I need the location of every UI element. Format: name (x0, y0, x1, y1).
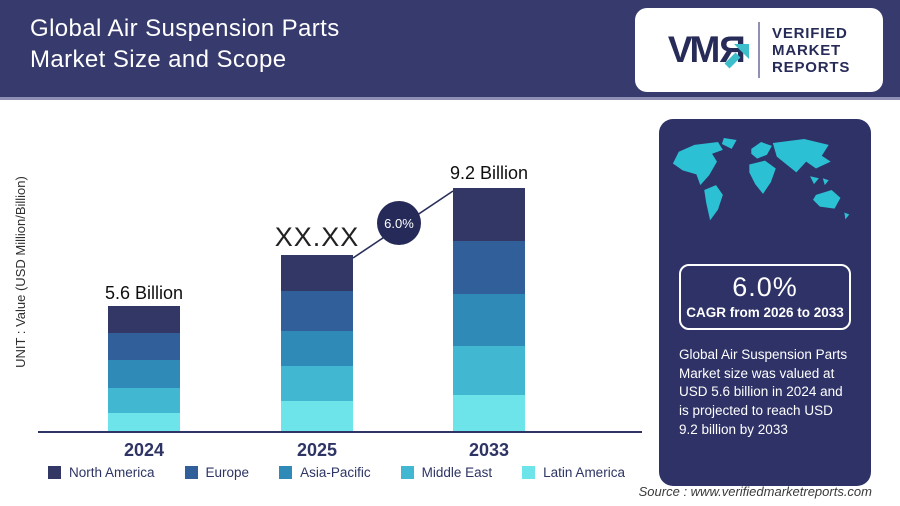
bar-segment-middle-east (281, 366, 353, 401)
x-tick-2033: 2033 (468, 440, 510, 460)
bar-segment-north-america (281, 255, 353, 291)
header-band: Global Air Suspension Parts Market Size … (0, 0, 900, 100)
vmr-logo-vm-letters: VM (667, 29, 720, 70)
title-line-2: Market Size and Scope (30, 46, 287, 73)
legend-item-latin-america: Latin America (522, 465, 625, 480)
legend-swatch-latin-america (522, 466, 536, 479)
bar-segment-north-america (453, 188, 525, 241)
stacked-bar-2024 (108, 306, 180, 431)
bar-segment-latin-america (453, 395, 525, 431)
logo-divider (758, 22, 761, 78)
bar-segment-europe (281, 291, 353, 331)
legend-label: North America (69, 465, 155, 480)
page-title: Global Air Suspension Parts Market Size … (30, 13, 340, 75)
brand-name: VERIFIED MARKET REPORTS (772, 25, 850, 76)
legend-swatch-asia-pacific (279, 466, 293, 479)
source-attribution: Source : www.verifiedmarketreports.com (638, 484, 872, 499)
bar-segment-europe (108, 333, 180, 360)
legend-item-middle-east: Middle East (400, 465, 493, 480)
brand-line: REPORTS (772, 58, 851, 76)
x-axis-line (38, 431, 642, 433)
legend-swatch-middle-east (400, 466, 414, 479)
cagr-box: 6.0% CAGR from 2026 to 2033 (679, 264, 851, 330)
legend-item-north-america: North America (48, 465, 155, 480)
legend-label: Latin America (543, 465, 625, 480)
market-summary-text: Global Air Suspension Parts Market size … (679, 347, 848, 437)
legend-item-europe: Europe (184, 465, 250, 480)
legend-item-asia-pacific: Asia-Pacific (279, 465, 371, 480)
y-axis-label: UNIT : Value (USD Million/Billion) (13, 176, 28, 368)
legend-label: Asia-Pacific (300, 465, 371, 480)
cagr-value: 6.0% (732, 272, 798, 302)
bar-segment-latin-america (108, 413, 180, 431)
legend-label: Middle East (421, 465, 493, 480)
brand-line: VERIFIED (772, 24, 848, 42)
bar-value-label-2033: 9.2 Billion (449, 163, 529, 183)
bar-segment-asia-pacific (108, 360, 180, 388)
legend-swatch-europe (184, 466, 198, 479)
bar-value-label-2025: XX.XX (274, 222, 360, 252)
brand-line: MARKET (772, 41, 842, 59)
bar-segment-asia-pacific (453, 294, 525, 346)
bar-segment-middle-east (453, 346, 525, 395)
cagr-badge: 6.0% (377, 201, 421, 245)
legend-swatch-north-america (48, 466, 61, 479)
stacked-bar-2025 (281, 255, 353, 431)
world-map-icon (667, 129, 863, 256)
bar-value-label-2024: 5.6 Billion (104, 283, 184, 303)
cagr-caption: CAGR from 2026 to 2033 (686, 305, 844, 320)
x-tick-2024: 2024 (123, 440, 165, 460)
bar-segment-latin-america (281, 401, 353, 431)
chart-legend: North America Europe Asia-Pacific Middle… (48, 465, 625, 480)
bar-segment-asia-pacific (281, 331, 353, 366)
stacked-bar-2033 (453, 188, 525, 431)
x-tick-2025: 2025 (296, 440, 338, 460)
vmr-logo-mark: VM R (667, 29, 750, 71)
vmr-logo: VM R VERIFIED MARKET REPORTS (635, 8, 883, 92)
title-line-1: Global Air Suspension Parts (30, 15, 340, 42)
vmr-arrow-icon (724, 44, 750, 69)
bar-segment-north-america (108, 306, 180, 333)
summary-panel: 6.0% CAGR from 2026 to 2033 Global Air S… (659, 119, 871, 486)
bar-segment-middle-east (108, 388, 180, 413)
bar-segment-europe (453, 241, 525, 294)
legend-label: Europe (205, 465, 250, 480)
